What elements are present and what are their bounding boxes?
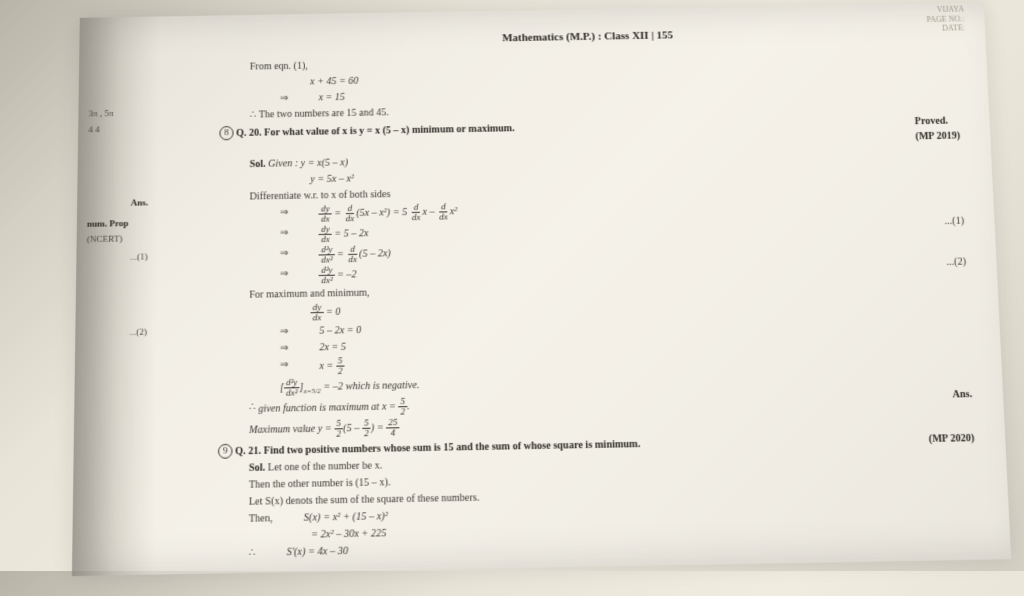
text: Then the other number is (15 – x). bbox=[249, 474, 391, 492]
equation: y = 5x – x² bbox=[310, 171, 354, 187]
eqn-tag: ...(1) bbox=[924, 213, 965, 233]
tag: (MP 2020) bbox=[908, 430, 975, 447]
implies-symbol: ⇒ bbox=[280, 340, 289, 356]
text: From eqn. (1), bbox=[250, 58, 308, 74]
equation: d²ydx² = ddx(5 – 2x) bbox=[319, 243, 391, 264]
text: The two numbers are 15 and 45. bbox=[259, 105, 389, 122]
question-number-circle: 8 bbox=[219, 125, 233, 139]
question-number-circle: 9 bbox=[218, 443, 232, 458]
equation: S(x) = x² + (15 – x)² bbox=[304, 508, 388, 525]
equation: dydx = ddx(5x – x²) = 5 ddxx – ddxx² bbox=[319, 202, 458, 224]
therefore-symbol: ∴ bbox=[249, 545, 256, 561]
implies-symbol: ⇒ bbox=[280, 90, 288, 105]
left-page-crop: 3π , 5π 4 4 Ans. num. Prop (NCERT) ...(1… bbox=[82, 17, 150, 576]
page-content: From eqn. (1), x + 45 = 60 ⇒ x = 15 ∴ The… bbox=[218, 47, 980, 561]
equation: S'(x) = 4x – 30 bbox=[287, 543, 349, 560]
equation: dydx = 5 – 2x bbox=[319, 223, 369, 243]
text: Differentiate w.r. to x of both sides bbox=[250, 186, 391, 204]
textbook-page: VIJAYA PAGE NO.: DATE: 3π , 5π 4 4 Ans. … bbox=[72, 2, 1011, 575]
equation: d²ydx² = –2 bbox=[319, 265, 357, 285]
sol-label: Sol. bbox=[249, 460, 265, 476]
therefore-symbol: ∴ bbox=[249, 399, 256, 419]
eqn-tag: ...(2) bbox=[926, 254, 967, 274]
text: Let one of the number be x. bbox=[268, 457, 382, 475]
text: For maximum and minimum, bbox=[249, 285, 369, 303]
equation: dydx = 0 bbox=[311, 302, 341, 322]
implies-symbol: ⇒ bbox=[280, 204, 289, 224]
equation: Maximum value y = 52(5 – 52) = 254 bbox=[249, 417, 400, 440]
implies-symbol: ⇒ bbox=[280, 266, 289, 286]
text: Then, bbox=[249, 510, 273, 526]
equation: Given : y = x(5 – x) bbox=[268, 155, 348, 172]
equation: x = 15 bbox=[319, 89, 345, 104]
equation: [d²ydx²]x=5/2 = –2 which is negative. bbox=[280, 375, 420, 397]
implies-symbol: ⇒ bbox=[280, 225, 289, 245]
ans-tag: Ans. bbox=[932, 386, 973, 407]
implies-symbol: ⇒ bbox=[280, 245, 289, 265]
tag: Proved.(MP 2019) bbox=[894, 113, 960, 144]
implies-symbol: ⇒ bbox=[280, 323, 289, 339]
notebook-stamp: VIJAYA PAGE NO.: DATE: bbox=[926, 5, 965, 34]
equation: 5 – 2x = 0 bbox=[319, 322, 361, 338]
text: given function is maximum at x = 52. bbox=[258, 396, 410, 419]
sol-label: Sol. bbox=[250, 156, 266, 171]
therefore-symbol: ∴ bbox=[250, 107, 256, 122]
chapter-title: Mathematics (M.P.) : Class XII | 155 bbox=[220, 23, 956, 52]
implies-symbol: ⇒ bbox=[280, 357, 289, 377]
equation: x + 45 = 60 bbox=[310, 73, 358, 89]
equation: = 2x² – 30x + 225 bbox=[311, 525, 387, 542]
equation: 2x = 5 bbox=[319, 339, 346, 355]
equation: x = 52 bbox=[319, 356, 344, 376]
question-text: Q. 20. For what value of x is y = x (5 –… bbox=[236, 121, 515, 156]
